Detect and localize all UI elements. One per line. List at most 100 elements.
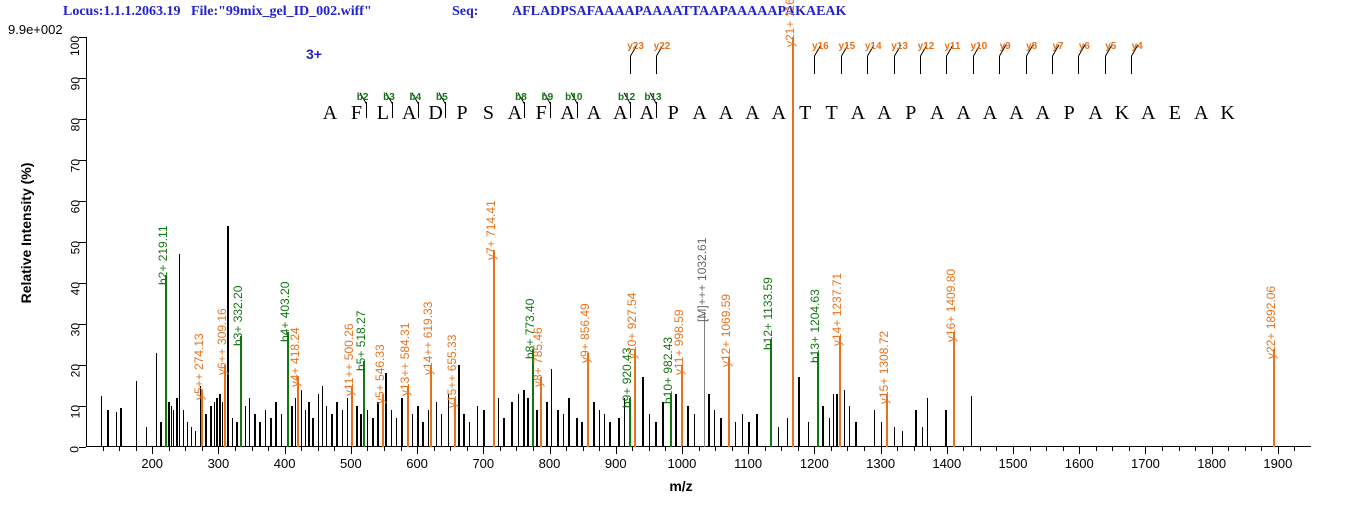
annotated-peak-y bbox=[1272, 348, 1275, 447]
y-ion-label: y15 bbox=[838, 41, 856, 52]
spectrum-peak bbox=[557, 410, 559, 447]
x-axis-tick bbox=[499, 446, 501, 451]
spectrum-peak bbox=[244, 406, 247, 447]
ladder-residue: E bbox=[1168, 102, 1181, 124]
y-ion-label: y4 bbox=[1131, 41, 1143, 52]
x-axis-tick bbox=[1128, 446, 1130, 451]
annotated-peak-y bbox=[492, 250, 495, 447]
spectrum-peak bbox=[568, 397, 570, 447]
x-axis-tick bbox=[599, 446, 601, 451]
ladder-residue: A bbox=[929, 102, 945, 124]
spectrum-peak bbox=[155, 352, 158, 447]
spectrum-peak bbox=[341, 410, 344, 447]
y-axis-tick bbox=[79, 365, 86, 366]
x-axis-tick-label: 300 bbox=[207, 456, 230, 471]
x-axis-tick bbox=[1211, 446, 1213, 454]
x-axis-tick bbox=[135, 446, 137, 451]
ladder-residue: A bbox=[1193, 102, 1209, 124]
y-axis-tick bbox=[79, 324, 86, 325]
spectrum-peak bbox=[270, 418, 272, 447]
x-axis-tick bbox=[450, 446, 452, 451]
spectrum-peak bbox=[401, 397, 403, 447]
spectrum-peak bbox=[546, 401, 548, 447]
y-ion-label: y12 bbox=[917, 41, 935, 52]
x-axis-tick bbox=[268, 446, 270, 451]
y-axis-tick bbox=[79, 78, 86, 79]
spectrum-peak bbox=[662, 401, 664, 447]
x-axis-tick bbox=[1261, 446, 1263, 451]
b-ion-label: b5 bbox=[435, 92, 448, 103]
ladder-residue: A bbox=[956, 102, 971, 124]
x-axis-tick bbox=[1062, 446, 1064, 451]
x-axis-tick bbox=[1046, 446, 1048, 451]
x-axis-tick-label: 1900 bbox=[1263, 456, 1293, 471]
annotated-peak-y bbox=[453, 397, 456, 447]
y-axis-tick bbox=[79, 119, 86, 120]
annotated-peak-b bbox=[164, 274, 167, 447]
x-axis-tick-label: 800 bbox=[538, 456, 561, 471]
ladder-residue: A bbox=[877, 102, 892, 124]
ladder-residue: K bbox=[1220, 102, 1235, 124]
y-ion-label: y16 bbox=[812, 41, 829, 52]
peak-label: b5+ 518.27 bbox=[353, 310, 368, 371]
spectrum-peak bbox=[687, 406, 689, 447]
spectrum-peak bbox=[435, 401, 438, 447]
spectrum-peak bbox=[921, 426, 924, 447]
x-axis-tick-label: 1800 bbox=[1197, 456, 1227, 471]
y-axis-tick bbox=[79, 201, 86, 202]
spectrum-peak bbox=[576, 418, 578, 447]
y-ion-label: y23 bbox=[627, 41, 644, 52]
b-ion-label: b9 bbox=[541, 92, 554, 103]
x-axis-tick-label: 500 bbox=[340, 456, 362, 471]
annotated-peak-y bbox=[429, 365, 432, 447]
y-axis-tick bbox=[79, 160, 86, 161]
x-axis-tick bbox=[152, 446, 154, 454]
spectrum-peak bbox=[945, 410, 947, 447]
b-ion-label: b12 bbox=[617, 92, 636, 103]
peak-label: y16+ 1409.80 bbox=[944, 269, 959, 343]
x-axis-tick bbox=[764, 446, 766, 451]
spectrum-peak bbox=[880, 422, 883, 447]
y-axis-tick-label: 40 bbox=[68, 282, 82, 296]
spectrum-peak bbox=[497, 397, 500, 447]
ladder-residue: A bbox=[850, 102, 866, 124]
x-axis-tick-label: 700 bbox=[472, 456, 495, 471]
y-axis-tick-label: 80 bbox=[68, 118, 82, 132]
annotated-peak-y bbox=[201, 389, 204, 447]
x-axis-tick bbox=[433, 446, 435, 451]
spectrum-peak bbox=[325, 406, 328, 447]
x-axis-tick bbox=[1195, 446, 1197, 451]
x-axis-tick bbox=[1162, 446, 1163, 451]
spectrum-peak bbox=[395, 418, 398, 447]
spectrum-peak bbox=[422, 422, 424, 447]
x-axis-tick bbox=[400, 446, 402, 451]
ladder-residue: A bbox=[1009, 102, 1024, 124]
spectrum-peak bbox=[120, 408, 122, 447]
ladder-residue: A bbox=[560, 102, 575, 124]
ladder-residue: A bbox=[613, 102, 628, 124]
annotated-peak-y bbox=[953, 332, 956, 447]
ladder-residue: A bbox=[401, 102, 417, 124]
spectrum-peak bbox=[377, 401, 379, 447]
x-axis-tick bbox=[615, 446, 617, 454]
spectrum-peak bbox=[618, 418, 620, 447]
y-axis-tick bbox=[79, 37, 86, 38]
spectrum-peak bbox=[550, 369, 553, 447]
y-axis-tick bbox=[79, 447, 86, 448]
ladder-residue: T bbox=[825, 102, 838, 124]
ladder-residue: F bbox=[350, 102, 362, 124]
spectrum-peak bbox=[468, 422, 471, 447]
spectrum-peak bbox=[648, 414, 651, 447]
x-axis-tick bbox=[665, 446, 667, 451]
y-axis-tick-label: 50 bbox=[68, 241, 82, 255]
y-axis-tick-label: 100 bbox=[68, 36, 82, 57]
x-axis-tick bbox=[996, 446, 998, 451]
peak-label: y7+ 714.41 bbox=[483, 200, 498, 261]
base-peak-intensity: 9.9e+002 bbox=[8, 22, 63, 37]
mass-spectrum-plot: b2+ 219.11 y5++ 274.13 y6++ 309.16 b3+ 332.… bbox=[86, 0, 1311, 447]
spectrum-peak bbox=[186, 422, 189, 447]
y-axis-tick bbox=[79, 406, 86, 407]
ladder-residue: T bbox=[799, 102, 812, 124]
spectrum-peak bbox=[221, 401, 224, 447]
peak-label: b3+ 332.20 bbox=[230, 285, 245, 347]
